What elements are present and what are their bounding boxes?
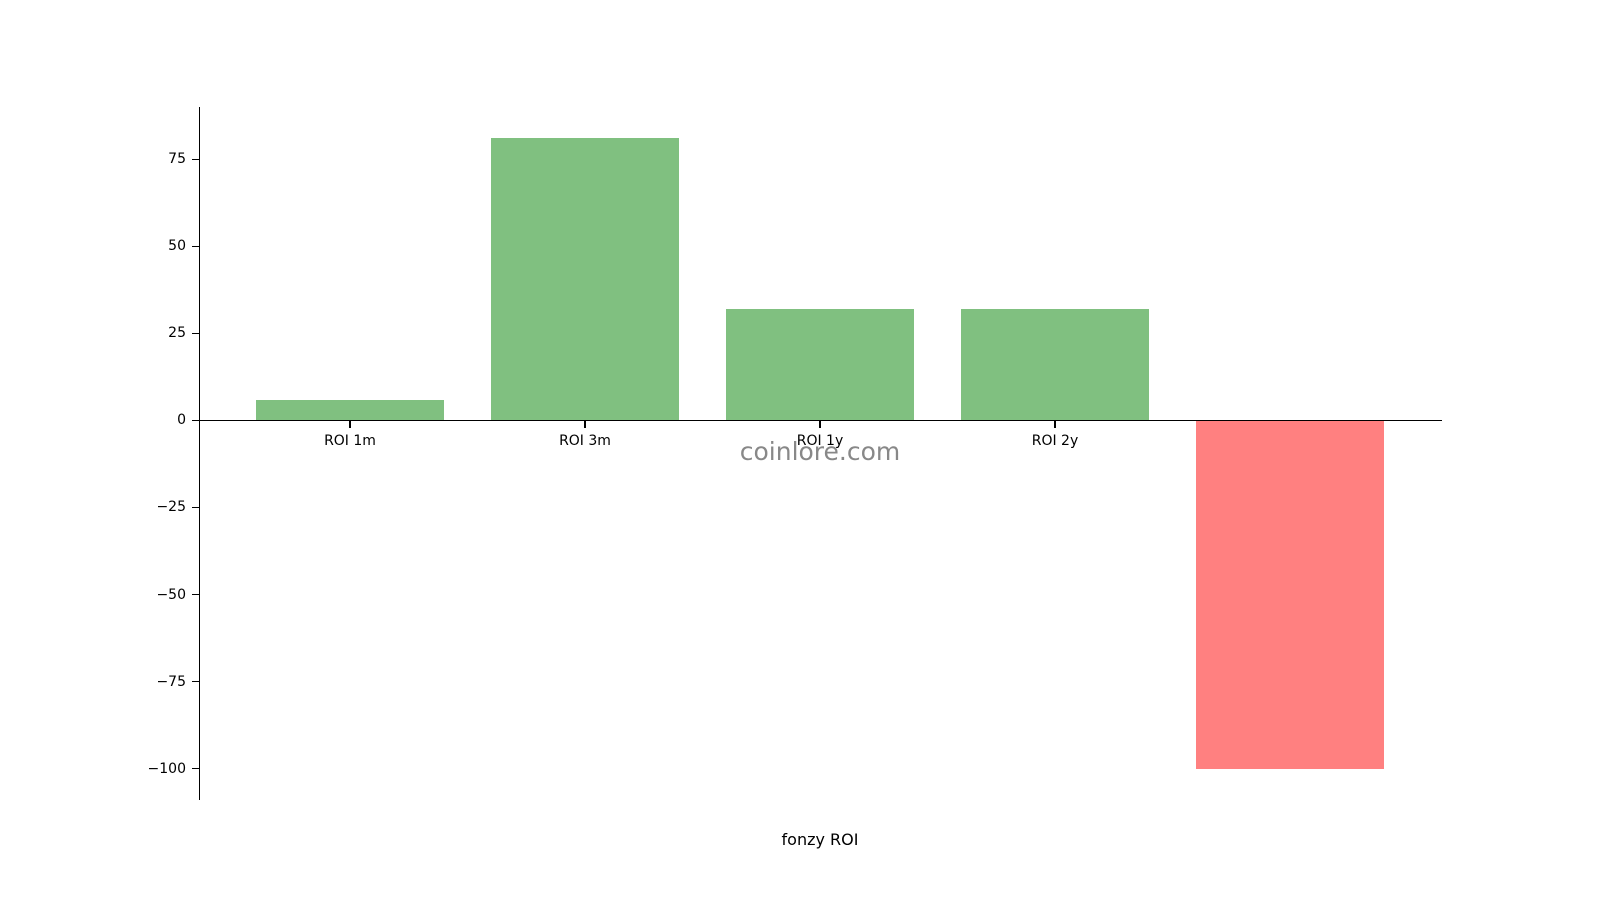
y-tick — [192, 158, 199, 160]
chart-title: fonzy ROI — [781, 830, 859, 849]
bar-roi-2y — [961, 308, 1149, 421]
x-tick — [349, 420, 351, 429]
x-tick — [819, 420, 821, 429]
y-tick-label: 50 — [168, 238, 186, 255]
y-tick — [192, 332, 199, 335]
y-tick — [192, 506, 199, 509]
x-tick-label: ROI 1m — [324, 433, 376, 450]
y-tick — [192, 419, 199, 422]
watermark: coinlore.com — [739, 437, 901, 466]
x-axis-line — [199, 419, 1442, 421]
x-tick — [1054, 420, 1056, 429]
y-tick-label: −100 — [147, 760, 186, 777]
x-tick-label: ROI 3m — [559, 433, 611, 450]
y-tick-label: 25 — [168, 325, 186, 342]
y-axis-line — [198, 107, 200, 800]
y-tick — [192, 680, 199, 683]
y-tick-label: −75 — [156, 673, 186, 690]
bar-roi-1m — [256, 399, 444, 421]
x-tick — [584, 420, 586, 429]
bar-unlabeled-4 — [1196, 420, 1384, 769]
y-tick — [192, 767, 199, 770]
x-tick-label: ROI 1y — [796, 433, 844, 450]
bar-roi-3m — [491, 138, 679, 421]
y-tick-label: −25 — [156, 499, 186, 516]
y-tick-label: 75 — [168, 151, 186, 168]
y-tick-label: 0 — [177, 412, 186, 429]
x-tick-label: ROI 2y — [1031, 433, 1079, 450]
bar-roi-1y — [726, 308, 914, 421]
y-tick — [192, 245, 199, 247]
y-tick-label: −50 — [156, 586, 186, 603]
y-tick — [192, 593, 199, 596]
